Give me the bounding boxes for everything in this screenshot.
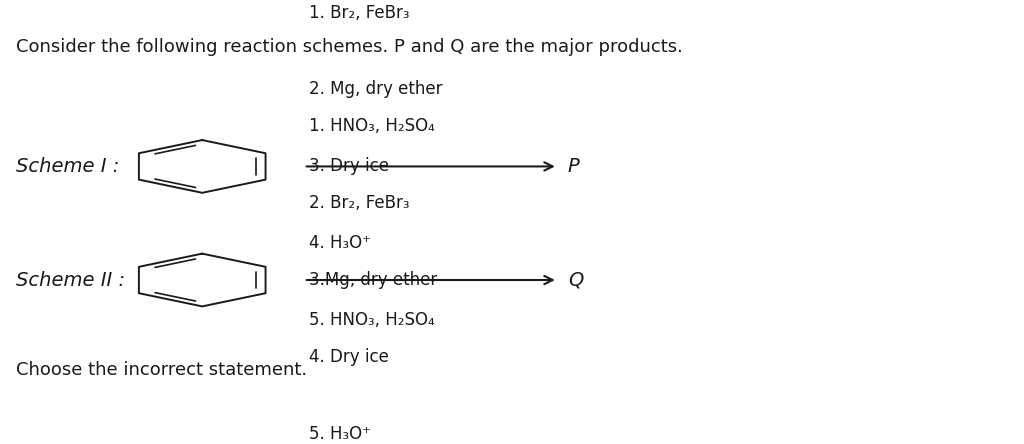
Text: 3. Dry ice: 3. Dry ice: [309, 158, 389, 175]
Text: 4. H₃O⁺: 4. H₃O⁺: [309, 234, 371, 252]
Text: 5. H₃O⁺: 5. H₃O⁺: [309, 425, 371, 443]
Text: 5. HNO₃, H₂SO₄: 5. HNO₃, H₂SO₄: [309, 311, 434, 329]
Text: Q: Q: [568, 270, 584, 289]
Text: 1. HNO₃, H₂SO₄: 1. HNO₃, H₂SO₄: [309, 117, 434, 135]
Text: P: P: [568, 157, 580, 176]
Text: Scheme I :: Scheme I :: [16, 157, 120, 176]
Text: Consider the following reaction schemes. P and Q are the major products.: Consider the following reaction schemes.…: [16, 38, 683, 56]
Text: Choose the incorrect statement.: Choose the incorrect statement.: [16, 361, 307, 379]
Text: 4. Dry ice: 4. Dry ice: [309, 348, 389, 366]
Text: 3.Mg, dry ether: 3.Mg, dry ether: [309, 271, 437, 289]
Text: 2. Br₂, FeBr₃: 2. Br₂, FeBr₃: [309, 194, 410, 212]
Text: Scheme II :: Scheme II :: [16, 270, 126, 289]
Text: 1. Br₂, FeBr₃: 1. Br₂, FeBr₃: [309, 4, 410, 22]
Text: 2. Mg, dry ether: 2. Mg, dry ether: [309, 80, 442, 99]
